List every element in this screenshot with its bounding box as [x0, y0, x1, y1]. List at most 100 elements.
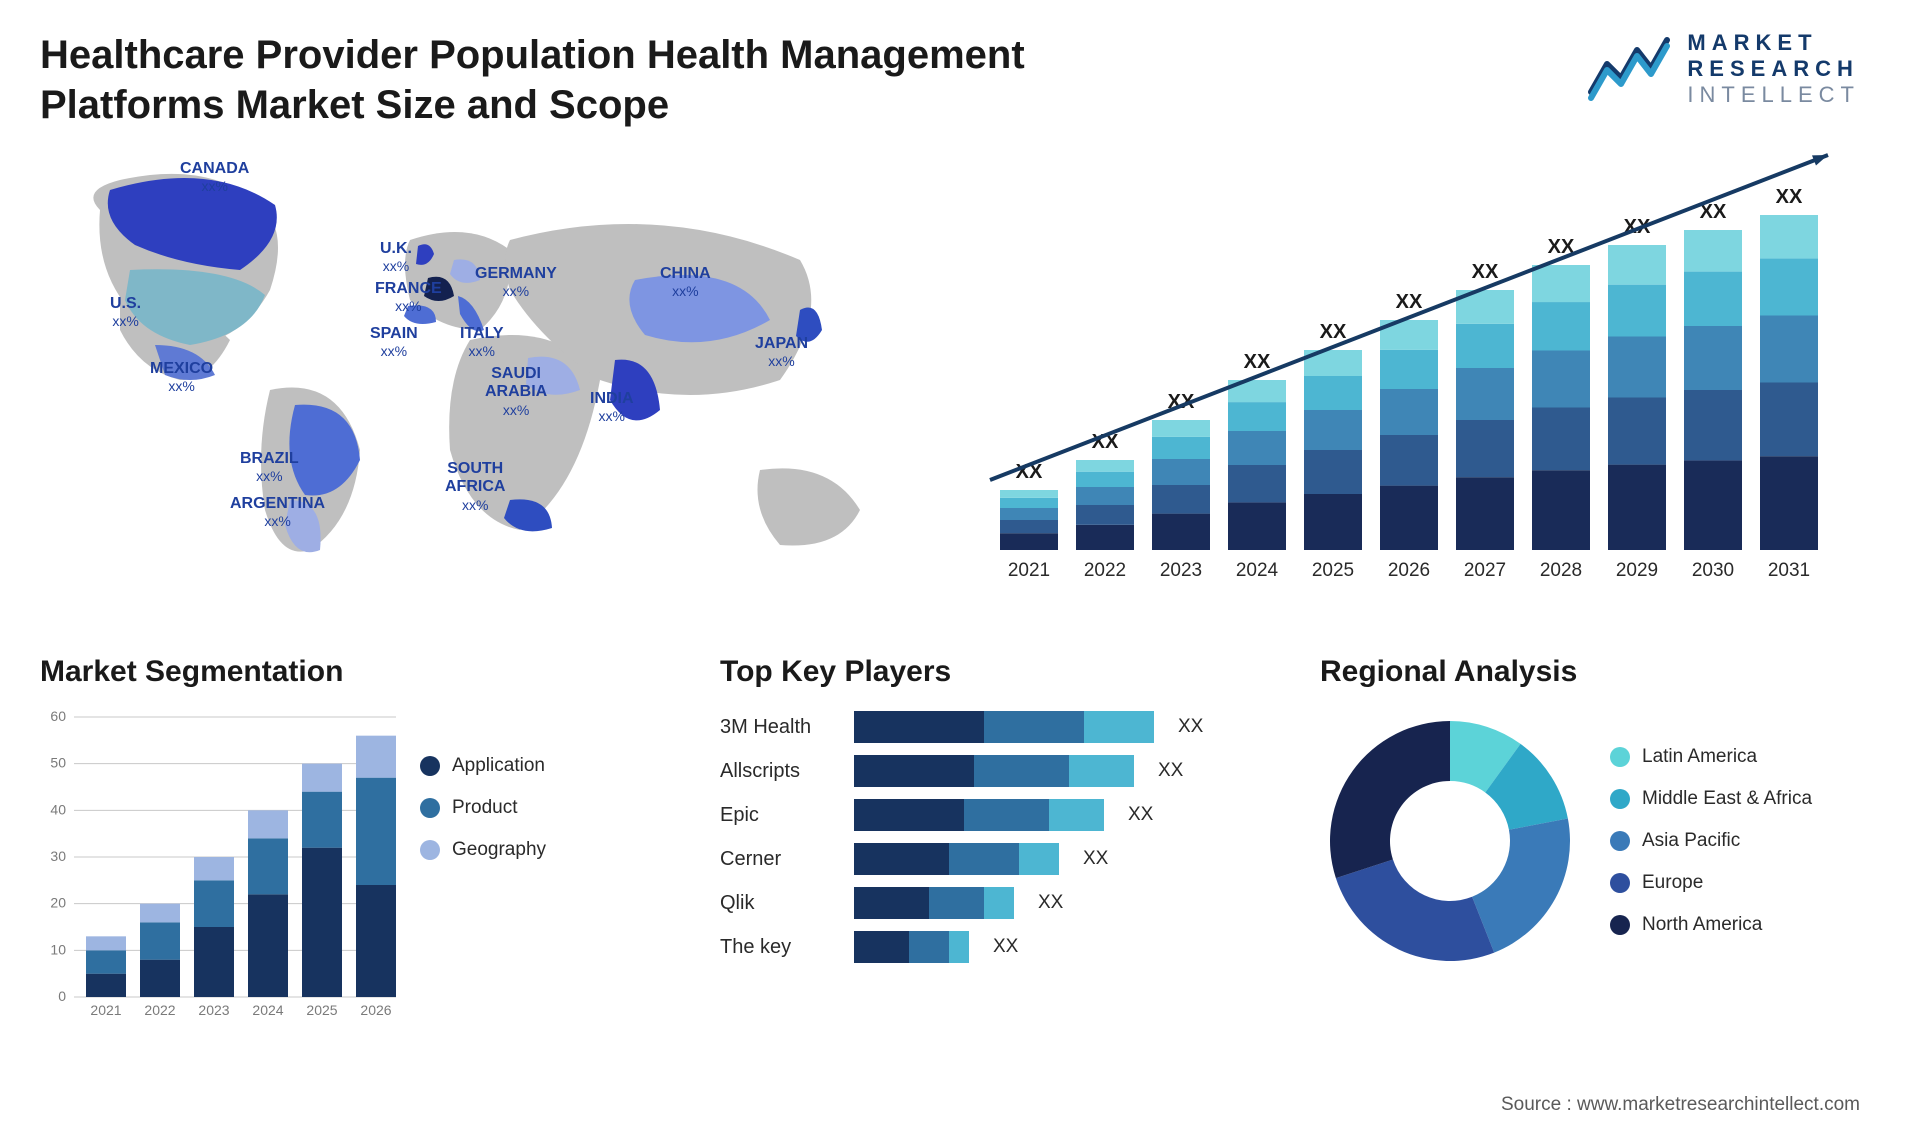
map-label-south-africa: SOUTHAFRICAxx% [445, 460, 505, 513]
growth-value-label: XX [1472, 261, 1499, 283]
regional-legend-item: Europe [1610, 872, 1812, 894]
seg-bar [248, 838, 288, 894]
growth-year-label: 2023 [1160, 560, 1202, 581]
map-label-japan: JAPANxx% [755, 335, 808, 369]
trend-arrow-head-icon [1812, 155, 1828, 166]
segmentation-chart: 0102030405060202120222023202420252026 [40, 707, 400, 1027]
legend-dot-icon [420, 840, 440, 860]
svg-text:10: 10 [50, 941, 66, 957]
growth-bar-2022 [1076, 460, 1134, 550]
legend-label: Asia Pacific [1642, 830, 1740, 852]
legend-label: Application [452, 755, 545, 777]
player-bar-segment [964, 799, 1049, 831]
growth-bar-2026 [1380, 320, 1438, 550]
world-map: CANADAxx%U.S.xx%MEXICOxx%BRAZILxx%ARGENT… [40, 150, 920, 590]
growth-year-label: 2030 [1692, 560, 1734, 581]
map-label-france: FRANCExx% [375, 280, 442, 314]
growth-year-label: 2026 [1388, 560, 1430, 581]
seg-bar [140, 960, 180, 997]
legend-dot-icon [1610, 831, 1630, 851]
seg-bar [86, 974, 126, 997]
player-value-label: XX [1083, 848, 1108, 870]
source-attribution: Source : www.marketresearchintellect.com [1501, 1094, 1860, 1116]
growth-bar-2029 [1608, 245, 1666, 550]
player-bar-segment [1049, 799, 1104, 831]
player-bar [854, 799, 1104, 831]
legend-label: Europe [1642, 872, 1703, 894]
svg-text:50: 50 [50, 755, 66, 771]
map-label-saudi-arabia: SAUDIARABIAxx% [485, 365, 547, 418]
player-bar [854, 755, 1134, 787]
player-value-label: XX [1178, 716, 1203, 738]
svg-text:30: 30 [50, 848, 66, 864]
page-title: Healthcare Provider Population Health Ma… [40, 30, 1140, 130]
logo-text-2: RESEARCH [1687, 56, 1860, 82]
segmentation-section: Market Segmentation 01020304050602021202… [40, 655, 560, 1027]
seg-legend-item: Geography [420, 839, 546, 861]
regional-donut [1320, 711, 1580, 971]
svg-text:60: 60 [50, 708, 66, 724]
player-bar [854, 843, 1059, 875]
map-label-mexico: MEXICOxx% [150, 360, 213, 394]
legend-dot-icon [1610, 873, 1630, 893]
svg-text:2023: 2023 [198, 1002, 229, 1018]
svg-text:2024: 2024 [252, 1002, 283, 1018]
player-bar-segment [854, 887, 929, 919]
seg-bar [356, 736, 396, 778]
key-players-section: Top Key Players 3M HealthXXAllscriptsXXE… [720, 655, 1280, 963]
seg-bar [302, 848, 342, 997]
logo-text-1: MARKET [1687, 30, 1860, 56]
player-row: Qlik XX [720, 887, 1280, 919]
svg-text:40: 40 [50, 801, 66, 817]
growth-bar-2024 [1228, 380, 1286, 550]
legend-label: North America [1642, 914, 1762, 936]
map-label-spain: SPAINxx% [370, 325, 418, 359]
legend-dot-icon [1610, 915, 1630, 935]
legend-dot-icon [1610, 789, 1630, 809]
map-label-canada: CANADAxx% [180, 160, 249, 194]
seg-legend-item: Application [420, 755, 546, 777]
map-label-italy: ITALYxx% [460, 325, 504, 359]
player-bar [854, 931, 969, 963]
growth-bar-2028 [1532, 265, 1590, 550]
seg-bar [302, 792, 342, 848]
legend-label: Latin America [1642, 746, 1757, 768]
growth-value-label: XX [1244, 351, 1271, 373]
growth-year-label: 2028 [1540, 560, 1582, 581]
key-players-title: Top Key Players [720, 655, 1280, 689]
player-value-label: XX [1038, 892, 1063, 914]
player-bar-segment [909, 931, 949, 963]
legend-label: Geography [452, 839, 546, 861]
player-bar-segment [984, 711, 1084, 743]
growth-year-label: 2022 [1084, 560, 1126, 581]
player-bar-segment [974, 755, 1069, 787]
player-bar-segment [929, 887, 984, 919]
regional-section: Regional Analysis Latin AmericaMiddle Ea… [1320, 655, 1880, 971]
logo-text-3: INTELLECT [1687, 82, 1860, 108]
player-value-label: XX [1128, 804, 1153, 826]
player-name: Qlik [720, 892, 840, 915]
growth-bar-chart: XX2021XX2022XX2023XX2024XX2025XX2026XX20… [960, 150, 1860, 590]
growth-value-label: XX [1776, 186, 1803, 208]
player-row: The keyXX [720, 931, 1280, 963]
player-bar-segment [854, 755, 974, 787]
player-bar-segment [984, 887, 1014, 919]
key-players-list: 3M HealthXXAllscriptsXXEpicXXCernerXXQli… [720, 711, 1280, 963]
legend-dot-icon [1610, 747, 1630, 767]
growth-year-label: 2031 [1768, 560, 1810, 581]
player-bar [854, 711, 1154, 743]
player-bar-segment [854, 843, 949, 875]
growth-value-label: XX [1396, 291, 1423, 313]
growth-bar-2027 [1456, 290, 1514, 550]
segmentation-title: Market Segmentation [40, 655, 560, 689]
svg-text:2025: 2025 [306, 1002, 337, 1018]
seg-bar [140, 922, 180, 959]
player-bar-segment [949, 843, 1019, 875]
legend-label: Middle East & Africa [1642, 788, 1812, 810]
regional-legend-item: Middle East & Africa [1610, 788, 1812, 810]
svg-text:20: 20 [50, 895, 66, 911]
seg-bar [86, 950, 126, 973]
map-label-u-s-: U.S.xx% [110, 295, 141, 329]
seg-bar [302, 764, 342, 792]
player-bar-segment [949, 931, 969, 963]
